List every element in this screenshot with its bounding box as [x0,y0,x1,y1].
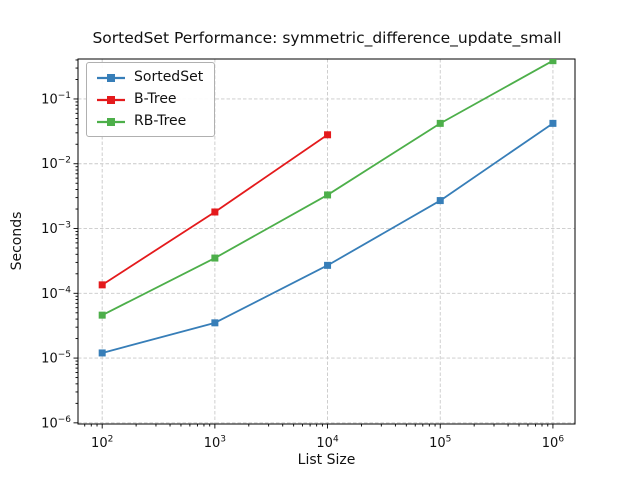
legend-label: B-Tree [134,91,177,107]
data-point-marker [211,254,219,262]
data-point-marker [98,281,106,289]
legend-entry-sortedset: SortedSet [96,70,203,85]
data-point-marker [549,59,557,65]
series-rb-tree [98,59,557,319]
plot-border [77,58,576,425]
data-point-marker [436,197,444,205]
y-tick-label: 10−6 [41,415,71,432]
legend-line-square-marker-icon [97,117,125,126]
chart-title: SortedSet Performance: symmetric_differe… [92,29,562,47]
data-point-marker [211,319,219,327]
x-tick-label: 105 [429,435,451,452]
data-point-marker [98,311,106,319]
legend-label: SortedSet [134,69,204,85]
legend: SortedSet B-Tree RB-Tree [86,62,216,137]
data-point-marker [98,349,106,357]
y-tick-label: 10−4 [41,285,71,302]
legend-entry-b-tree: B-Tree [96,92,203,107]
y-tick-label: 10−5 [41,350,71,367]
series-b-tree [98,131,332,289]
y-tick-label: 10−2 [41,156,71,173]
data-point-marker [436,119,444,127]
series-sortedset [98,119,557,357]
data-point-marker [324,191,332,199]
x-tick-label: 106 [542,435,565,452]
legend-label: RB-Tree [134,113,187,129]
legend-entry-rb-tree: RB-Tree [96,114,203,129]
x-tick-label: 103 [204,435,226,452]
legend-line-square-marker-icon [97,73,125,82]
x-axis-label: List Size [297,452,356,468]
data-point-marker [211,208,219,216]
y-tick-label: 10−1 [41,91,71,108]
y-axis-label: Seconds [9,211,25,271]
tick-labels: 102 103 104 105 106 10−6 10−5 10−4 10−3 10−2 10−1 [41,91,564,451]
data-point-marker [324,131,332,139]
x-tick-label: 104 [316,435,339,452]
y-tick-label: 10−3 [41,221,71,238]
x-tick-label: 102 [91,435,113,452]
grid [78,59,575,424]
data-point-marker [324,261,332,269]
legend-line-square-marker-icon [97,95,125,104]
data-point-marker [549,119,557,127]
